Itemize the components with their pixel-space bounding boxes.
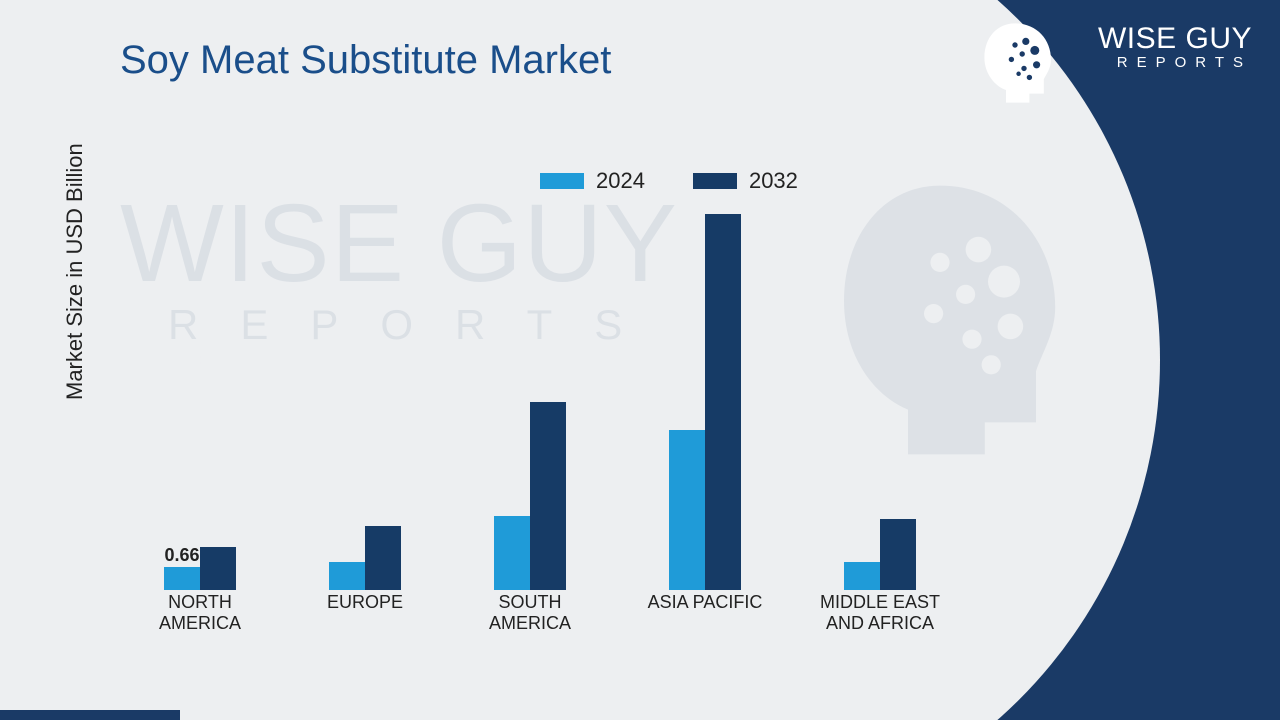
bar-na-2032 [200, 547, 236, 590]
x-label-sa: SOUTH AMERICA [460, 592, 600, 633]
x-label-ap: ASIA PACIFIC [635, 592, 775, 613]
y-axis-label: Market Size in USD Billion [62, 143, 88, 400]
bar-ap-2024 [669, 430, 705, 590]
value-label-na-2024: 0.66 [164, 545, 199, 566]
logo-head-icon [970, 18, 1060, 108]
bar-na-2024 [164, 567, 200, 590]
brand-line1: WISE GUY [1098, 22, 1252, 56]
brand-logo: WISE GUY REPORTS [1098, 22, 1252, 71]
x-label-na: NORTH AMERICA [130, 592, 270, 633]
bar-group-mea [844, 519, 916, 590]
bar-sa-2024 [494, 516, 530, 590]
legend: 2024 2032 [540, 168, 798, 194]
chart-title: Soy Meat Substitute Market [120, 38, 611, 83]
bar-eu-2024 [329, 562, 365, 590]
bar-eu-2032 [365, 526, 401, 590]
bar-group-ap [669, 214, 741, 590]
bar-sa-2032 [530, 402, 566, 590]
legend-label-2032: 2032 [749, 168, 798, 194]
brand-line2: REPORTS [1098, 54, 1252, 71]
chart-canvas: WISE GUY REPORTS WISE GUY REPORTS Soy Me… [0, 0, 1280, 720]
bottom-accent-bar [0, 710, 180, 720]
bar-mea-2032 [880, 519, 916, 590]
bar-mea-2024 [844, 562, 880, 590]
bar-ap-2032 [705, 214, 741, 590]
plot-area: 0.66 [110, 200, 930, 590]
legend-item-2024: 2024 [540, 168, 645, 194]
bar-group-eu [329, 526, 401, 590]
legend-swatch-2024 [540, 173, 584, 189]
legend-label-2024: 2024 [596, 168, 645, 194]
x-label-eu: EUROPE [295, 592, 435, 613]
x-label-mea: MIDDLE EAST AND AFRICA [810, 592, 950, 633]
legend-swatch-2032 [693, 173, 737, 189]
legend-item-2032: 2032 [693, 168, 798, 194]
bar-group-sa [494, 402, 566, 590]
